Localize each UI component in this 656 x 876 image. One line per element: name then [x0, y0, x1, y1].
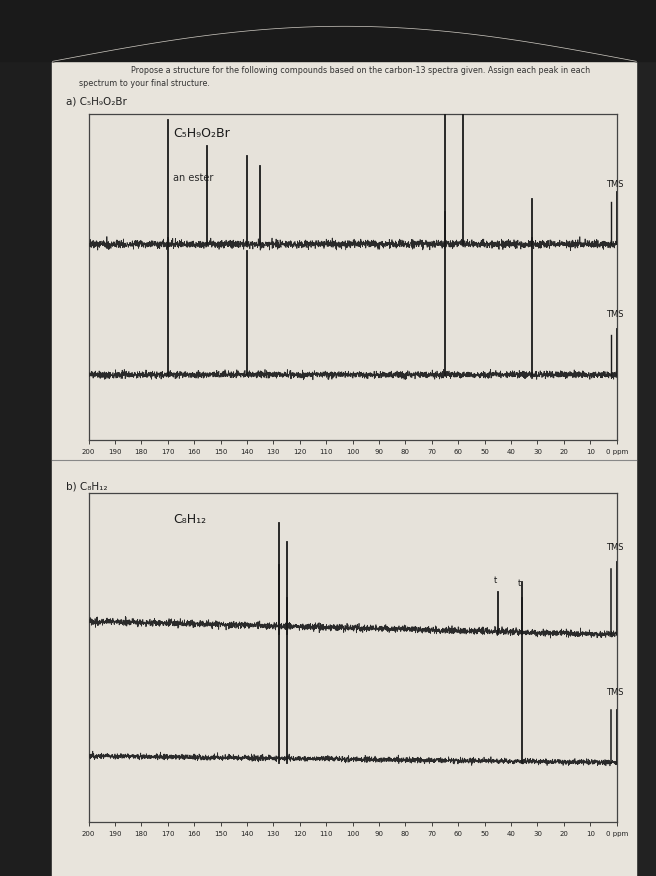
Text: t: t	[493, 576, 497, 585]
Text: TMS: TMS	[606, 310, 624, 319]
Text: C₈H₁₂: C₈H₁₂	[173, 513, 206, 526]
Polygon shape	[0, 0, 52, 876]
Text: an ester: an ester	[173, 173, 213, 182]
Text: a) C₅H₉O₂Br: a) C₅H₉O₂Br	[66, 96, 127, 106]
Text: t: t	[518, 579, 521, 589]
Text: TMS: TMS	[606, 543, 624, 553]
Text: TMS: TMS	[606, 688, 624, 697]
Text: TMS: TMS	[606, 180, 624, 189]
Polygon shape	[52, 0, 636, 876]
Polygon shape	[0, 0, 656, 61]
Text: Propose a structure for the following compounds based on the carbon-13 spectra g: Propose a structure for the following co…	[131, 66, 590, 74]
Text: C₅H₉O₂Br: C₅H₉O₂Br	[173, 127, 230, 140]
Polygon shape	[636, 0, 656, 876]
Text: spectrum to your final structure.: spectrum to your final structure.	[79, 79, 210, 88]
Text: b) C₈H₁₂: b) C₈H₁₂	[66, 482, 107, 491]
